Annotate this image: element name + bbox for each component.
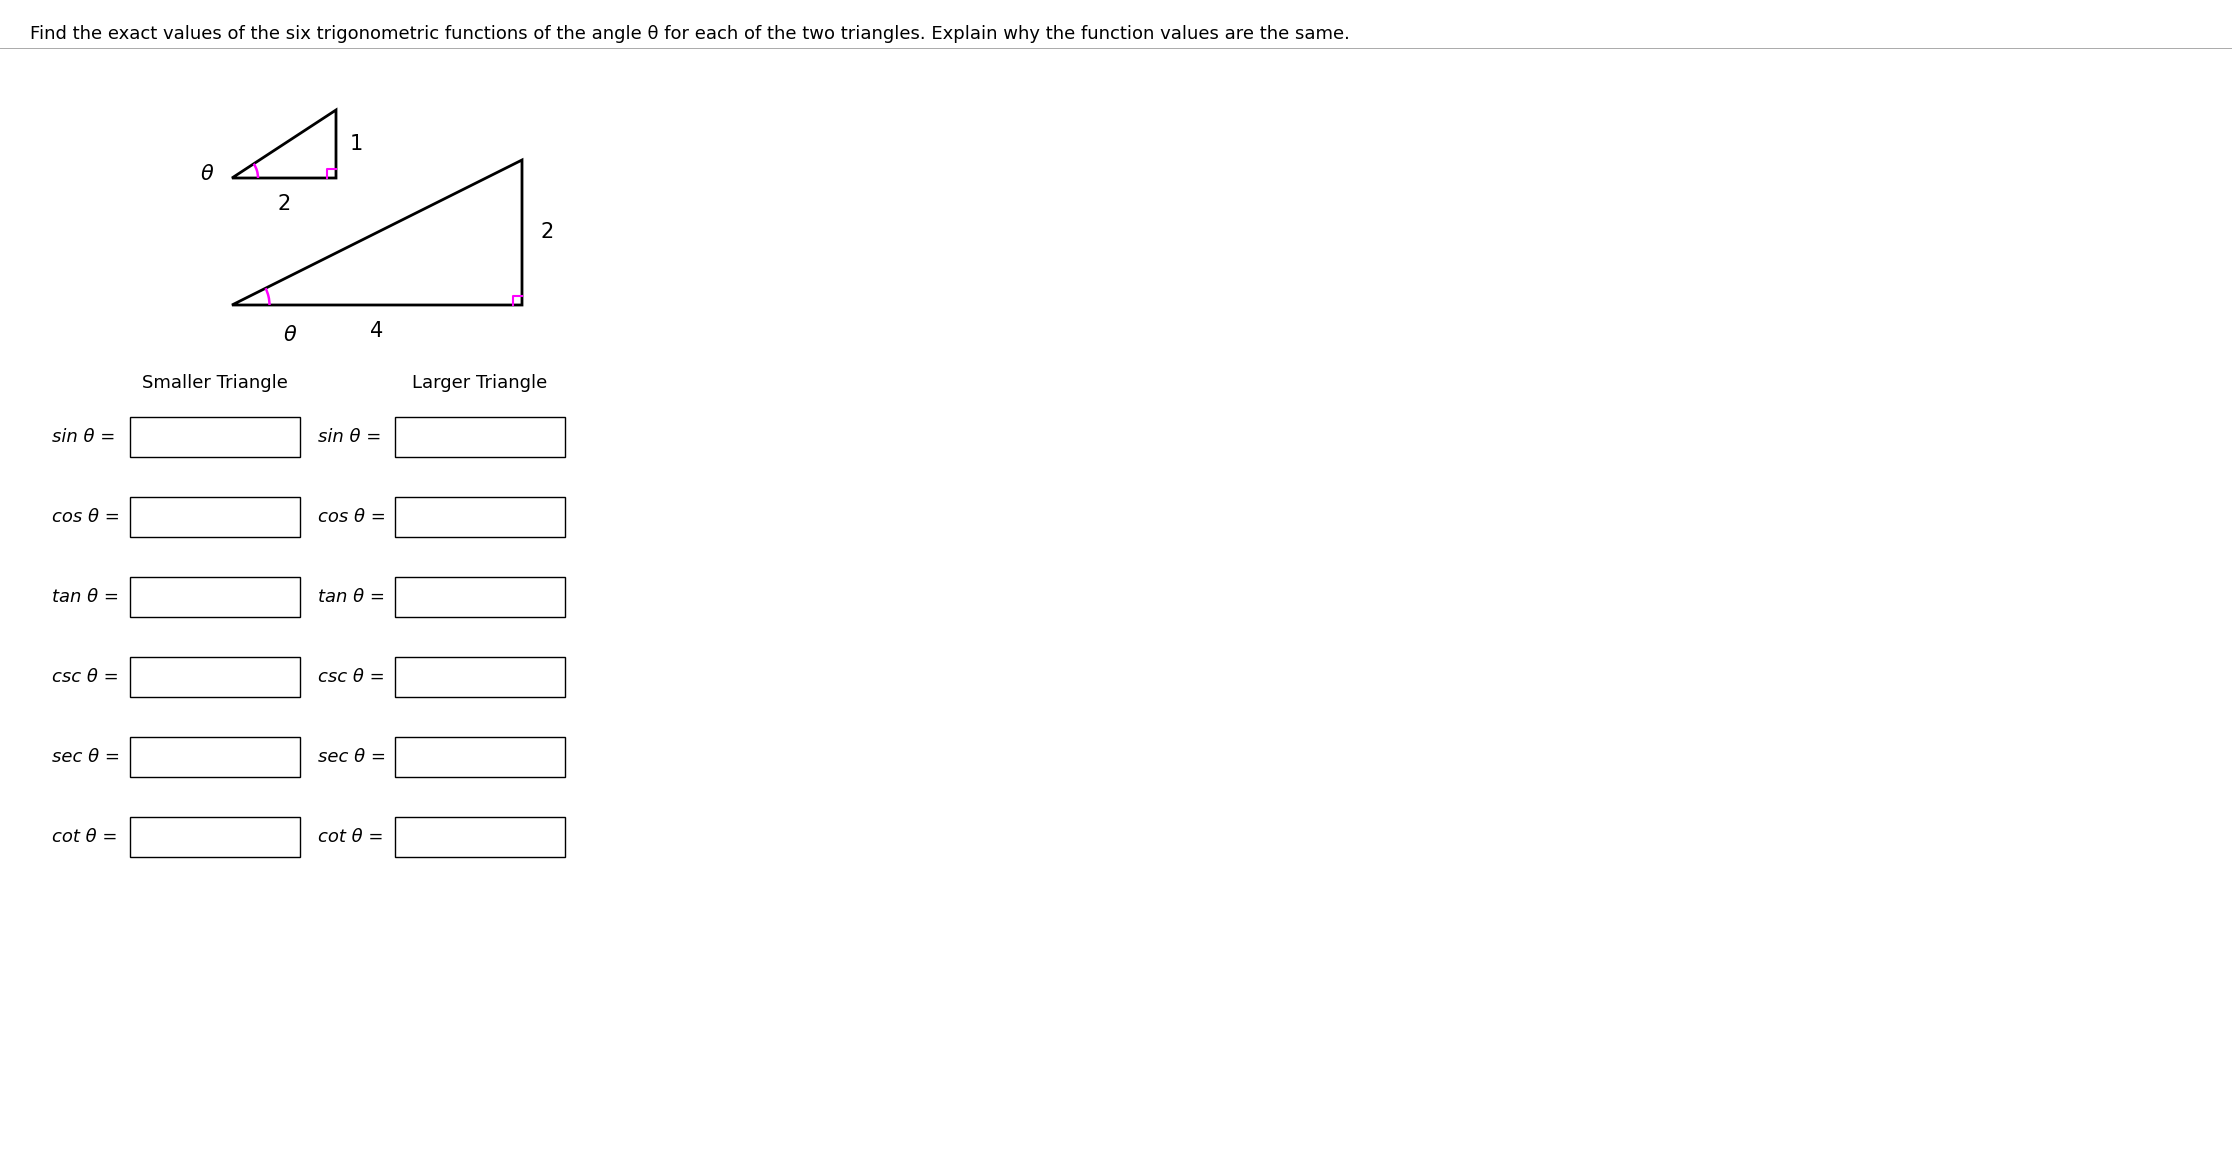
Bar: [395, 817, 565, 857]
Text: Find the exact values of the six trigonometric functions of the angle θ for each: Find the exact values of the six trigono…: [29, 25, 1350, 43]
Text: tan θ =: tan θ =: [51, 588, 118, 606]
Text: 2: 2: [277, 195, 290, 214]
Bar: [129, 657, 299, 697]
Bar: [129, 737, 299, 777]
Text: 2: 2: [540, 223, 554, 243]
Text: tan θ =: tan θ =: [317, 588, 384, 606]
Text: csc θ =: csc θ =: [317, 668, 384, 686]
Bar: [395, 577, 565, 616]
Text: $\theta$: $\theta$: [199, 164, 214, 184]
Text: sec θ =: sec θ =: [317, 748, 386, 766]
Bar: [129, 817, 299, 857]
Bar: [395, 417, 565, 457]
Bar: [395, 657, 565, 697]
Text: 4: 4: [371, 321, 384, 341]
Bar: [395, 737, 565, 777]
Text: csc θ =: csc θ =: [51, 668, 118, 686]
Text: cos θ =: cos θ =: [51, 507, 121, 526]
Text: cot θ =: cot θ =: [51, 827, 118, 846]
Text: sin θ =: sin θ =: [51, 428, 116, 447]
Text: sec θ =: sec θ =: [51, 748, 121, 766]
Text: $\theta$: $\theta$: [283, 325, 297, 345]
Bar: [129, 417, 299, 457]
Text: sin θ =: sin θ =: [317, 428, 382, 447]
Bar: [395, 497, 565, 537]
Text: 1: 1: [350, 134, 364, 154]
Text: cot θ =: cot θ =: [317, 827, 384, 846]
Bar: [129, 577, 299, 616]
Bar: [129, 497, 299, 537]
Text: Smaller Triangle: Smaller Triangle: [143, 374, 288, 391]
Text: Larger Triangle: Larger Triangle: [413, 374, 547, 391]
Text: cos θ =: cos θ =: [317, 507, 386, 526]
